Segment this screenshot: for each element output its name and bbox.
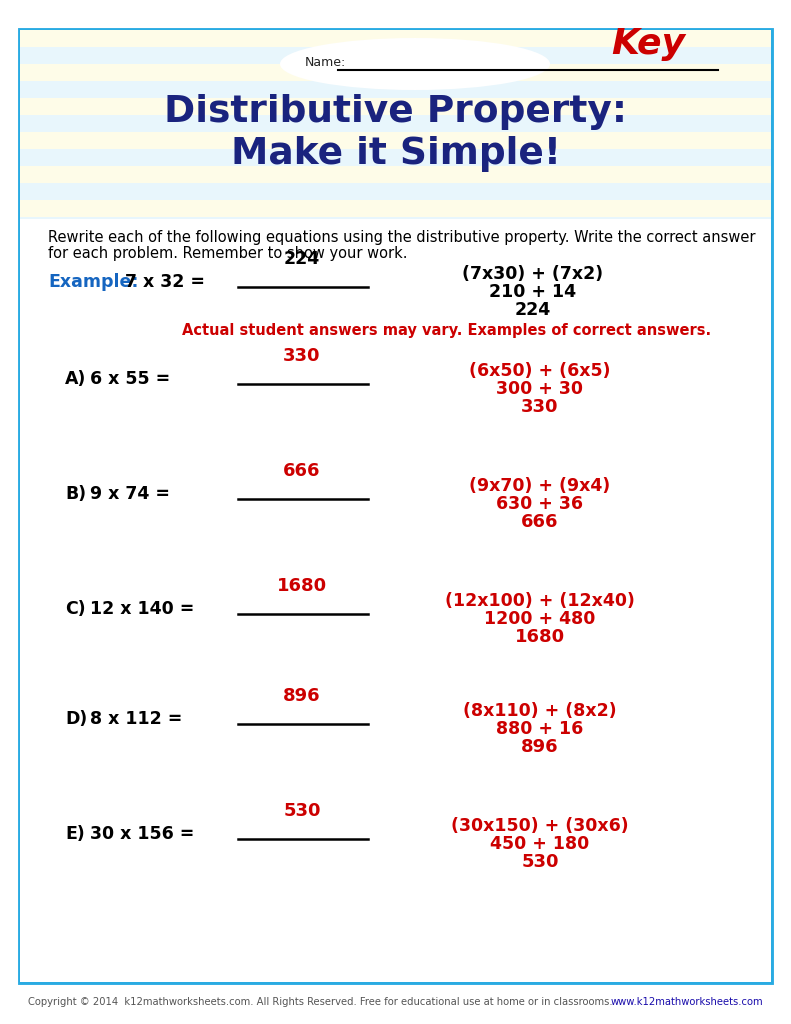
Text: E): E) (65, 825, 85, 843)
Text: Key: Key (611, 27, 685, 61)
Text: Name:: Name: (305, 55, 346, 69)
Text: (12x100) + (12x40): (12x100) + (12x40) (445, 592, 635, 610)
Text: 224: 224 (284, 250, 320, 268)
Text: 666: 666 (283, 462, 320, 480)
Text: 12 x 140 =: 12 x 140 = (90, 600, 195, 618)
Bar (20, 47, 771, 63)
Bar (20, 150, 771, 166)
Bar (20, 219, 771, 982)
Text: 8 x 112 =: 8 x 112 = (90, 710, 183, 728)
Text: (30x150) + (30x6): (30x150) + (30x6) (451, 817, 629, 835)
Bar (20, 98, 771, 115)
Text: 630 + 36: 630 + 36 (497, 495, 584, 513)
Text: C): C) (65, 600, 85, 618)
Bar (20, 115, 771, 132)
Text: www.k12mathworksheets.com: www.k12mathworksheets.com (611, 997, 763, 1007)
Text: Example:: Example: (48, 273, 138, 291)
Text: 6 x 55 =: 6 x 55 = (90, 370, 170, 388)
Text: (8x110) + (8x2): (8x110) + (8x2) (464, 702, 617, 720)
Text: 1200 + 480: 1200 + 480 (484, 610, 596, 628)
Text: B): B) (65, 485, 86, 503)
Bar (20, 132, 771, 150)
Text: Make it Simple!: Make it Simple! (231, 136, 561, 172)
Bar (20, 183, 771, 200)
Text: (9x70) + (9x4): (9x70) + (9x4) (469, 477, 611, 495)
Text: 666: 666 (521, 513, 558, 531)
Text: 30 x 156 =: 30 x 156 = (90, 825, 195, 843)
Bar (20, 200, 771, 217)
Text: 1680: 1680 (277, 577, 327, 595)
Text: 1680: 1680 (515, 628, 565, 646)
Text: Copyright © 2014  k12mathworksheets.com. All Rights Reserved. Free for education: Copyright © 2014 k12mathworksheets.com. … (28, 997, 612, 1007)
Bar (20, 63, 771, 81)
Text: 896: 896 (521, 738, 558, 756)
Text: 9 x 74 =: 9 x 74 = (90, 485, 170, 503)
Text: 7 x 32 =: 7 x 32 = (125, 273, 205, 291)
Text: Actual student answers may vary. Examples of correct answers.: Actual student answers may vary. Example… (183, 324, 712, 339)
Bar (20, 217, 771, 219)
Text: A): A) (65, 370, 86, 388)
Text: 300 + 30: 300 + 30 (497, 380, 584, 398)
Text: 530: 530 (283, 802, 320, 820)
Text: 530: 530 (521, 853, 558, 871)
Text: D): D) (65, 710, 87, 728)
Text: 330: 330 (521, 398, 558, 416)
Text: 450 + 180: 450 + 180 (490, 835, 589, 853)
Text: Distributive Property:: Distributive Property: (165, 94, 627, 130)
FancyBboxPatch shape (20, 30, 771, 982)
Text: 224: 224 (515, 301, 551, 319)
Bar (20, 219, 771, 234)
Bar (20, 166, 771, 183)
Bar (20, 30, 771, 47)
Text: 330: 330 (283, 347, 320, 365)
Text: (6x50) + (6x5): (6x50) + (6x5) (469, 362, 611, 380)
Text: for each problem. Remember to show your work.: for each problem. Remember to show your … (48, 246, 407, 261)
Text: 880 + 16: 880 + 16 (497, 720, 584, 738)
Text: (7x30) + (7x2): (7x30) + (7x2) (463, 265, 604, 283)
Ellipse shape (280, 38, 550, 90)
Bar (20, 81, 771, 98)
Text: 896: 896 (283, 687, 321, 705)
Text: 210 + 14: 210 + 14 (490, 283, 577, 301)
Text: Rewrite each of the following equations using the distributive property. Write t: Rewrite each of the following equations … (48, 230, 755, 245)
